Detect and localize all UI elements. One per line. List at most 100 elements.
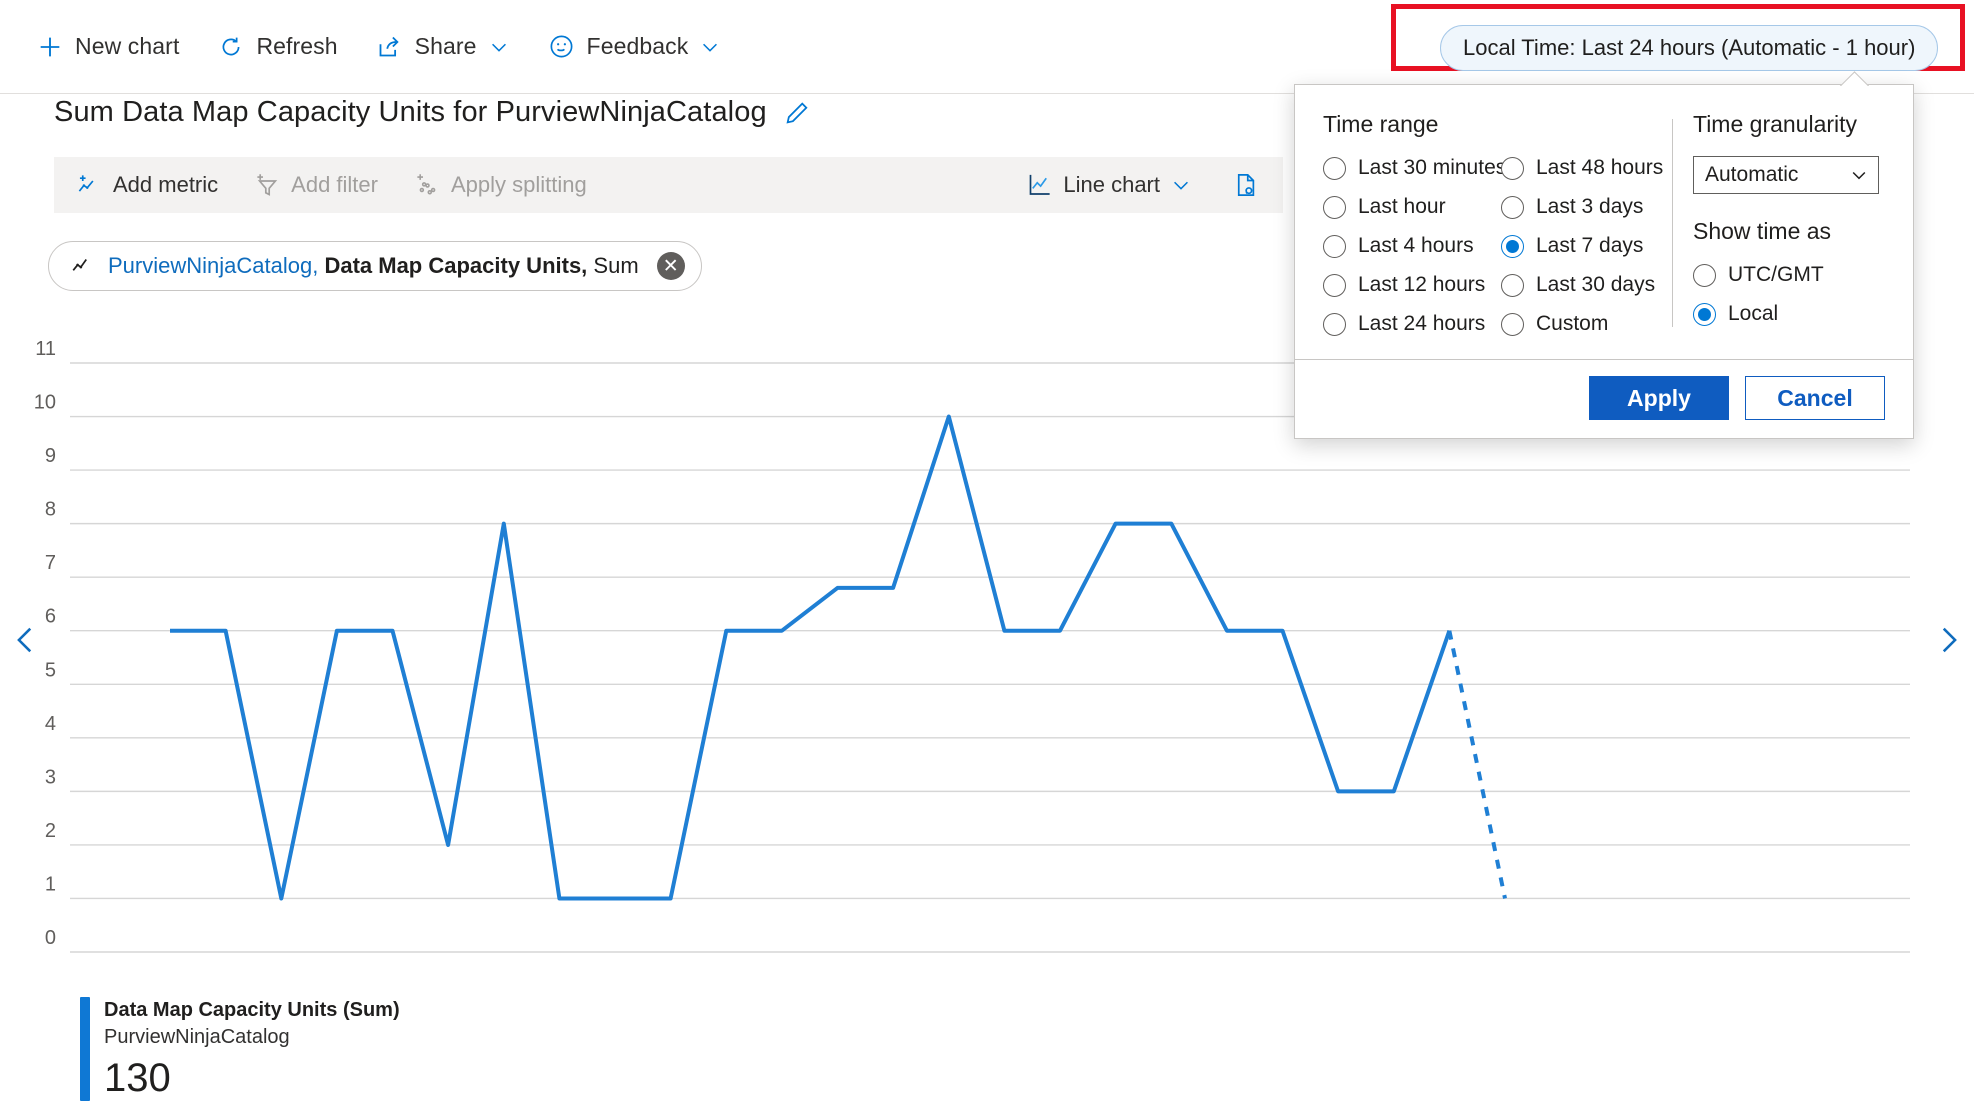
- granularity-select[interactable]: Automatic: [1693, 156, 1879, 194]
- close-icon[interactable]: ✕: [656, 252, 685, 280]
- time-range-option-label: Last 7 days: [1536, 234, 1644, 257]
- time-range-option-last-30-minutes[interactable]: Last 30 minutes: [1323, 156, 1506, 180]
- show-time-option-label: Local: [1728, 302, 1779, 325]
- add-metric-icon: [76, 172, 103, 199]
- metric-chip-text: PurviewNinjaCatalog, Data Map Capacity U…: [108, 253, 639, 279]
- legend-text-block: Data Map Capacity Units (Sum) PurviewNin…: [104, 997, 400, 1101]
- chart-type-label: Line chart: [1063, 172, 1160, 197]
- chevron-right-icon[interactable]: [1928, 620, 1968, 660]
- splitting-icon: [414, 172, 441, 199]
- granularity-heading: Time granularity: [1693, 111, 1858, 137]
- metric-sparkline-icon: [69, 253, 96, 280]
- svg-text:4: 4: [45, 713, 56, 735]
- refresh-button[interactable]: Refresh: [203, 19, 351, 75]
- radio-icon[interactable]: [1323, 156, 1346, 180]
- time-range-option-custom[interactable]: Custom: [1501, 312, 1668, 336]
- chevron-down-icon: [699, 36, 721, 58]
- pencil-icon[interactable]: [783, 99, 811, 127]
- chevron-down-icon: [1849, 165, 1869, 185]
- metric-toolbar-right: Line chart: [1004, 163, 1283, 207]
- time-range-option-last-48-hours[interactable]: Last 48 hours: [1501, 156, 1668, 180]
- share-button[interactable]: Share: [362, 19, 524, 75]
- metric-chip[interactable]: PurviewNinjaCatalog, Data Map Capacity U…: [48, 241, 702, 291]
- time-range-option-label: Last 3 days: [1536, 195, 1644, 218]
- time-range-option-label: Last 4 hours: [1358, 234, 1474, 257]
- time-range-option-last-30-days[interactable]: Last 30 days: [1501, 273, 1668, 297]
- add-filter-label: Add filter: [291, 172, 378, 197]
- time-range-picker-button[interactable]: Local Time: Last 24 hours (Automatic - 1…: [1440, 25, 1939, 71]
- apply-splitting-label: Apply splitting: [450, 172, 587, 197]
- metric-toolbar: Add metric Add filter Apply splitting Li…: [54, 157, 1283, 213]
- apply-button[interactable]: Apply: [1589, 376, 1729, 420]
- legend-metric-name: Data Map Capacity Units (Sum): [104, 999, 400, 1021]
- flyout-caret: [1839, 70, 1869, 86]
- new-chart-button[interactable]: New chart: [22, 19, 193, 75]
- chart-type-button[interactable]: Line chart: [1012, 163, 1206, 207]
- svg-text:3: 3: [45, 766, 56, 788]
- page-title: Sum Data Map Capacity Units for PurviewN…: [54, 96, 767, 128]
- show-time-as-heading: Show time as: [1693, 218, 1832, 244]
- svg-text:5: 5: [45, 659, 56, 681]
- time-range-option-last-24-hours[interactable]: Last 24 hours: [1323, 312, 1501, 336]
- show-time-option-local[interactable]: Local: [1693, 302, 1885, 326]
- svg-text:6: 6: [45, 606, 56, 628]
- radio-icon[interactable]: [1501, 273, 1524, 297]
- new-chart-label: New chart: [75, 33, 180, 59]
- flyout-body: Time range Last 30 minutes Last 48 hours L…: [1295, 85, 1913, 359]
- add-metric-button[interactable]: Add metric: [62, 163, 232, 207]
- chevron-down-icon: [1170, 174, 1192, 196]
- line-chart-icon: [1026, 172, 1053, 199]
- time-range-option-last-3-days[interactable]: Last 3 days: [1501, 195, 1668, 219]
- chart-title-row: Sum Data Map Capacity Units for PurviewN…: [54, 96, 811, 129]
- time-range-option-label: Last 30 days: [1536, 273, 1656, 296]
- time-range-option-label: Last 24 hours: [1358, 312, 1486, 335]
- radio-icon[interactable]: [1501, 234, 1524, 258]
- flyout-divider: [1672, 119, 1673, 327]
- apply-splitting-button: Apply splitting: [400, 163, 601, 207]
- svg-text:8: 8: [45, 499, 56, 521]
- document-link-icon: [1232, 172, 1259, 199]
- svg-text:11: 11: [35, 338, 56, 360]
- drill-into-logs-button[interactable]: [1218, 163, 1273, 207]
- flyout-footer: Apply Cancel: [1295, 359, 1913, 438]
- radio-icon[interactable]: [1323, 312, 1346, 336]
- time-range-option-last-12-hours[interactable]: Last 12 hours: [1323, 273, 1501, 297]
- time-range-option-last-7-days[interactable]: Last 7 days: [1501, 234, 1668, 258]
- radio-icon[interactable]: [1501, 195, 1524, 219]
- refresh-icon: [217, 33, 245, 61]
- command-bar: New chart Refresh Share Feedback: [0, 0, 1974, 94]
- chevron-left-icon[interactable]: [6, 620, 46, 660]
- time-range-option-label: Last 12 hours: [1358, 273, 1486, 296]
- time-range-column: Time range Last 30 minutes Last 48 hours L…: [1323, 111, 1668, 341]
- feedback-label: Feedback: [586, 33, 689, 59]
- radio-icon[interactable]: [1323, 234, 1346, 258]
- time-range-option-label: Last hour: [1358, 195, 1446, 218]
- radio-icon[interactable]: [1693, 263, 1716, 287]
- time-range-radio-grid: Last 30 minutes Last 48 hours Last hour Las…: [1323, 156, 1668, 336]
- feedback-button[interactable]: Feedback: [534, 19, 736, 75]
- chevron-down-icon: [488, 36, 510, 58]
- show-time-option-utc-gmt[interactable]: UTC/GMT: [1693, 263, 1885, 287]
- show-time-option-label: UTC/GMT: [1728, 263, 1824, 286]
- time-range-option-label: Last 48 hours: [1536, 156, 1664, 179]
- time-range-option-last-4-hours[interactable]: Last 4 hours: [1323, 234, 1501, 258]
- radio-icon[interactable]: [1693, 302, 1716, 326]
- chart-legend[interactable]: Data Map Capacity Units (Sum) PurviewNin…: [80, 997, 400, 1101]
- smiley-icon: [548, 33, 576, 61]
- share-icon: [376, 33, 404, 61]
- svg-text:9: 9: [45, 445, 56, 467]
- time-range-option-last-hour[interactable]: Last hour: [1323, 195, 1501, 219]
- radio-icon[interactable]: [1323, 273, 1346, 297]
- radio-icon[interactable]: [1501, 312, 1524, 336]
- show-time-radio-list: UTC/GMT Local: [1693, 263, 1885, 326]
- radio-icon[interactable]: [1323, 195, 1346, 219]
- add-metric-label: Add metric: [113, 172, 219, 197]
- add-filter-button: Add filter: [240, 163, 392, 207]
- cancel-button[interactable]: Cancel: [1745, 376, 1885, 420]
- plus-icon: [36, 33, 64, 61]
- svg-text:7: 7: [45, 552, 56, 574]
- legend-color-swatch: [80, 997, 90, 1101]
- radio-icon[interactable]: [1501, 156, 1524, 180]
- metric-chip-aggregation: Sum: [593, 253, 639, 278]
- metric-chip-metric: Data Map Capacity Units,: [324, 253, 588, 278]
